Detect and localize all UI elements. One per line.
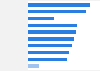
Bar xyxy=(28,58,67,61)
Bar xyxy=(28,24,77,27)
Bar xyxy=(28,30,76,34)
Bar xyxy=(28,51,69,54)
Bar xyxy=(28,64,39,68)
Bar xyxy=(28,10,86,13)
Bar xyxy=(28,44,72,47)
Bar xyxy=(28,3,90,7)
Bar xyxy=(28,37,74,41)
Bar xyxy=(28,17,54,20)
